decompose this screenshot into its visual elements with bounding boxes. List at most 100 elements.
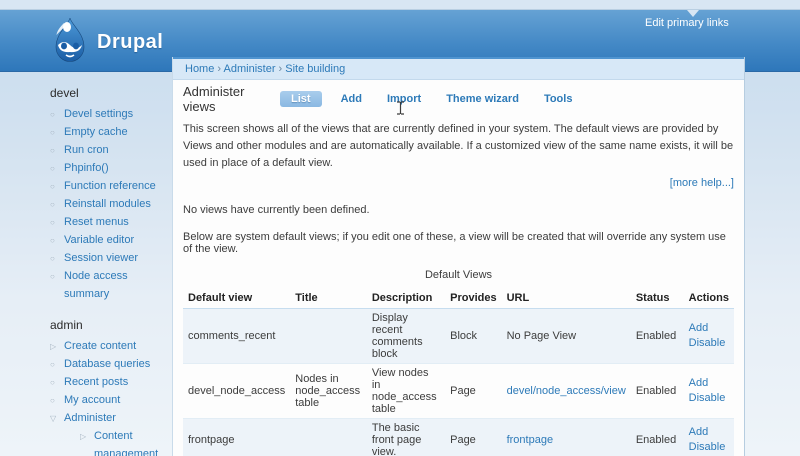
- edit-primary-links[interactable]: Edit primary links: [645, 17, 729, 29]
- breadcrumb-link-administer[interactable]: Administer: [223, 63, 276, 75]
- add-action-link[interactable]: Add: [688, 322, 709, 334]
- sidebar-item: ○ Run cron: [50, 141, 172, 159]
- sidebar-link-devel-settings[interactable]: Devel settings: [64, 108, 134, 120]
- sidebar-link-node-access-summary[interactable]: Node access summary: [64, 270, 128, 300]
- tab-list[interactable]: List: [280, 91, 322, 107]
- url-text: No Page View: [506, 330, 577, 342]
- sidebar-item: ○ Database queries: [50, 355, 172, 373]
- sidebar-link-phpinfo-[interactable]: Phpinfo(): [64, 162, 109, 174]
- tabs: List Add Import Theme wizard Tools: [280, 91, 578, 107]
- column-header-title: Title: [290, 288, 367, 309]
- cell-title: [290, 418, 367, 456]
- collapsed-arrow-icon[interactable]: ▷: [80, 432, 87, 441]
- sidebar-list: ▷Content management▽Site building: [64, 427, 172, 456]
- bullet-icon: ○: [50, 146, 55, 155]
- sidebar-link-database-queries[interactable]: Database queries: [64, 358, 151, 370]
- cell-title: Nodes in node_access table: [290, 363, 367, 419]
- column-header-provides: Provides: [445, 288, 502, 309]
- sidebar-item: ○ Session viewer: [50, 249, 172, 267]
- breadcrumb-link-site-building[interactable]: Site building: [285, 63, 346, 75]
- sidebar-link-content-management[interactable]: Content management: [94, 430, 159, 456]
- bullet-icon: ○: [50, 360, 55, 369]
- sidebar-item: ▷ Create content: [50, 337, 172, 355]
- cell-title: [290, 308, 367, 364]
- table-row-comments_recent: comments_recent Display recent comments b…: [183, 308, 734, 364]
- bullet-icon: ○: [50, 396, 55, 405]
- more-help-row: [more help...]: [183, 177, 734, 189]
- sidebar-link-reinstall-modules[interactable]: Reinstall modules: [64, 198, 151, 210]
- drupal-logo-icon: [55, 17, 85, 62]
- add-action-link[interactable]: Add: [688, 377, 709, 389]
- cell-actions: Add Disable: [683, 308, 734, 364]
- sidebar-item: ▷ Content management: [80, 427, 172, 456]
- column-header-description: Description: [366, 288, 446, 309]
- sidebar-link-my-account[interactable]: My account: [64, 394, 121, 406]
- cell-default-view: devel_node_access: [183, 363, 291, 419]
- table-row-devel_node_access: devel_node_access Nodes in node_access ta…: [183, 363, 734, 419]
- collapsed-arrow-icon[interactable]: ▷: [50, 342, 57, 351]
- intro-text: This screen shows all of the views that …: [183, 123, 734, 169]
- expanded-arrow-icon[interactable]: ▽: [50, 414, 57, 423]
- tab-tools[interactable]: Tools: [543, 93, 573, 105]
- breadcrumb-link-home[interactable]: Home: [185, 63, 215, 75]
- column-header-actions: Actions: [683, 288, 734, 309]
- page-title: Administer views: [183, 84, 245, 114]
- disable-action-link[interactable]: Disable: [688, 337, 726, 349]
- table-header-row: Default view Title Description Provides URL S…: [183, 288, 734, 309]
- cell-description: Display recent comments block: [366, 308, 446, 364]
- sidebar-item: ○ Phpinfo(): [50, 159, 172, 177]
- table-body: comments_recent Display recent comments b…: [183, 308, 734, 456]
- sidebar-link-session-viewer[interactable]: Session viewer: [64, 252, 138, 264]
- no-views-text: No views have currently been defined.: [183, 204, 370, 216]
- sidebar-section-title: devel: [50, 86, 79, 100]
- title-row: Administer views List Add Import Theme wiza…: [183, 84, 734, 114]
- sidebar-item: ○ Empty cache: [50, 123, 172, 141]
- sidebar-link-run-cron[interactable]: Run cron: [64, 144, 109, 156]
- cell-actions: Add Disable: [683, 418, 734, 456]
- tab-import[interactable]: Import: [386, 93, 422, 105]
- sidebar-link-recent-posts[interactable]: Recent posts: [64, 376, 129, 388]
- cell-provides: Block: [445, 308, 502, 364]
- sidebar-item: ▽Administer▷Content management▽Site buil…: [50, 409, 172, 456]
- add-action-link[interactable]: Add: [688, 426, 709, 438]
- sidebar-link-function-reference[interactable]: Function reference: [64, 180, 156, 192]
- sidebar-link-variable-editor[interactable]: Variable editor: [64, 234, 135, 246]
- sidebar-list: ○ Devel settings ○ Empty cache ○ Run cron ○ Php…: [50, 105, 172, 303]
- sidebar-link-administer[interactable]: Administer: [64, 412, 116, 424]
- sidebar-item: ○ Variable editor: [50, 231, 172, 249]
- sidebar-item: ○ Reset menus: [50, 213, 172, 231]
- sidebar-link-create-content[interactable]: Create content: [64, 340, 137, 352]
- tab-add[interactable]: Add: [340, 93, 362, 105]
- column-header-url: URL: [501, 288, 631, 309]
- sidebar-item: ○ Recent posts: [50, 373, 172, 391]
- primary-links-notch-icon: [687, 10, 699, 17]
- bullet-icon: ○: [50, 128, 55, 137]
- bullet-icon: ○: [50, 272, 55, 281]
- default-views-table: Default Views Default view Title Descripti…: [183, 264, 734, 456]
- cell-description: View nodes in node_access table: [366, 363, 446, 419]
- bullet-icon: ○: [50, 218, 55, 227]
- url-link[interactable]: devel/node_access/view: [506, 385, 626, 397]
- more-help-link[interactable]: [more help...]: [669, 177, 734, 189]
- cell-status: Enabled: [630, 418, 684, 456]
- sidebar-item: ○ Node access summary: [50, 267, 172, 303]
- column-header-status: Status: [630, 288, 684, 309]
- cell-actions: Add Disable: [683, 363, 734, 419]
- sidebar-link-reset-menus[interactable]: Reset menus: [64, 216, 129, 228]
- cell-url: frontpage: [501, 418, 631, 456]
- table-row-frontpage: frontpage The basic front page view. Page f…: [183, 418, 734, 456]
- bullet-icon: ○: [50, 254, 55, 263]
- below-text: Below are system default views; if you e…: [183, 231, 726, 255]
- disable-action-link[interactable]: Disable: [688, 441, 726, 453]
- column-header-default-view: Default view: [183, 288, 291, 309]
- cell-provides: Page: [445, 363, 502, 419]
- tab-theme-wizard[interactable]: Theme wizard: [446, 93, 519, 105]
- bullet-icon: ○: [50, 182, 55, 191]
- sidebar-link-empty-cache[interactable]: Empty cache: [64, 126, 128, 138]
- sidebar-item: ○ My account: [50, 391, 172, 409]
- content-area: Administer views List Add Import Theme wiza…: [173, 84, 744, 456]
- url-link[interactable]: frontpage: [506, 434, 554, 446]
- bullet-icon: ○: [50, 236, 55, 245]
- disable-action-link[interactable]: Disable: [688, 392, 726, 404]
